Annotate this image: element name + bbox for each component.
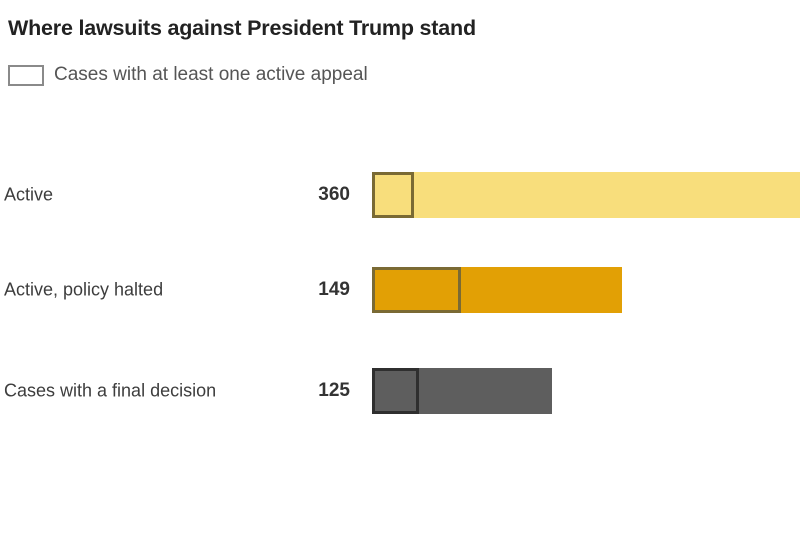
bar-row-value: 360 <box>318 184 350 205</box>
bar-row: Active 360 <box>0 172 800 218</box>
bar-row-label: Cases with a final decision <box>4 380 217 401</box>
bar-row-label: Active, policy halted <box>4 279 164 300</box>
bar-row: Cases with a final decision 125 <box>0 368 800 414</box>
bar-active-appeal-segment <box>372 172 414 218</box>
bar-active-appeal-segment <box>372 368 419 414</box>
bar-track <box>372 172 800 218</box>
bar-active-appeal-segment <box>372 267 461 313</box>
legend-label-active-appeal: Cases with at least one active appeal <box>54 64 368 85</box>
bar-row-value: 149 <box>318 279 350 300</box>
bar-fill <box>372 172 800 218</box>
bar-fill <box>372 368 552 414</box>
chart-title: Where lawsuits against President Trump s… <box>8 16 476 40</box>
bar-fill <box>372 267 622 313</box>
bar-row: Active, policy halted 149 <box>0 267 800 313</box>
bar-track <box>372 368 800 414</box>
bar-row-label: Active <box>4 184 54 205</box>
bar-row-value: 125 <box>318 380 350 401</box>
legend-swatch-active-appeal-icon <box>8 64 44 86</box>
bar-track <box>372 267 800 313</box>
chart-legend: Cases with at least one active appeal <box>8 64 368 86</box>
